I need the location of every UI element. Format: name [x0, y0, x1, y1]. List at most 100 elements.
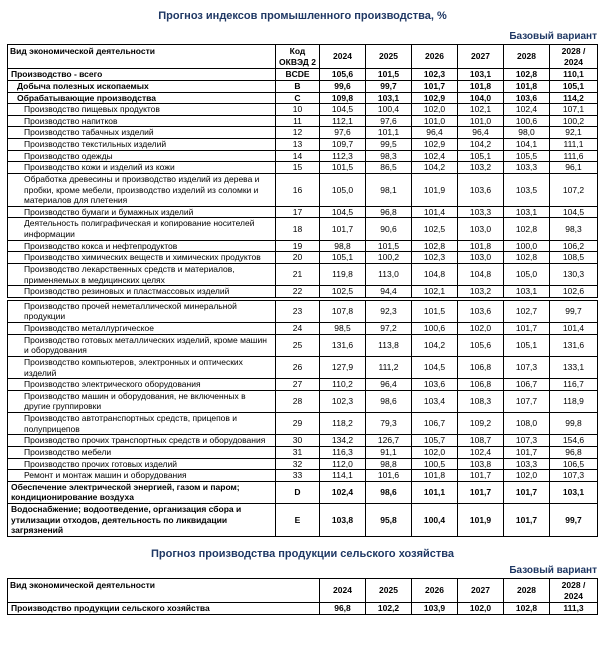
value-cell: 102,4: [319, 480, 366, 505]
value-cell: 107,1: [549, 103, 598, 116]
value-cell: 101,0: [411, 114, 458, 128]
value-cell: 112,1: [319, 114, 366, 128]
table-row: Производство напитков 11 112,1 97,6 101,0 101…: [7, 114, 598, 128]
activity-cell: Обрабатывающие производства: [7, 91, 276, 105]
value-cell: 101,7: [503, 322, 550, 335]
value-cell: 111,6: [549, 149, 598, 163]
value-cell: 104,8: [411, 262, 458, 287]
okved-code-cell: 22: [275, 285, 320, 300]
value-cell: 103,5: [503, 172, 550, 207]
value-cell: 102,1: [411, 285, 458, 300]
value-cell: 101,9: [411, 172, 458, 207]
value-cell: 101,6: [365, 469, 412, 482]
value-cell: 102,9: [411, 91, 458, 105]
value-cell: 96,8: [365, 205, 412, 219]
okved-code-cell: D: [275, 480, 320, 505]
activity-cell: Производство химических веществ и химиче…: [7, 251, 276, 264]
value-cell: 106,2: [549, 239, 598, 253]
okved-code-cell: 24: [275, 322, 320, 335]
value-cell: 101,4: [549, 322, 598, 335]
okved-code-cell: 18: [275, 217, 320, 241]
header-row: Вид экономической деятельности Код ОКВЭД…: [7, 43, 598, 70]
value-cell: 99,7: [549, 503, 598, 537]
activity-cell: Производство автотранспортных средств, п…: [7, 411, 276, 436]
value-cell: 102,8: [503, 251, 550, 264]
value-cell: 99,6: [319, 79, 366, 93]
table-row: Производство готовых металлических издел…: [7, 333, 598, 357]
value-cell: 101,7: [503, 445, 550, 459]
activity-cell: Производство бумаги и бумажных изделий: [7, 205, 276, 219]
activity-cell: Производство прочих транспортных средств…: [7, 434, 276, 447]
value-cell: 114,2: [549, 91, 598, 105]
value-cell: 98,8: [319, 239, 366, 253]
value-cell: 102,5: [411, 217, 458, 241]
value-cell: 103,3: [503, 161, 550, 174]
table-row: Производство химических веществ и химиче…: [7, 251, 598, 264]
value-cell: 108,3: [457, 389, 504, 414]
okved-code-cell: C: [275, 91, 320, 105]
value-cell: 105,1: [549, 79, 598, 93]
value-cell: 105,0: [319, 172, 366, 207]
value-cell: 102,0: [457, 602, 504, 615]
value-cell: 112,0: [319, 457, 366, 471]
year-column-header: 2028 / 2024: [549, 43, 598, 70]
value-cell: 101,9: [457, 503, 504, 537]
value-cell: 102,0: [503, 469, 550, 482]
table-row: Производство кожи и изделий из кожи 15 101…: [7, 161, 598, 174]
value-cell: 105,1: [319, 251, 366, 264]
value-cell: 105,1: [457, 149, 504, 163]
value-cell: 105,5: [503, 149, 550, 163]
value-cell: 105,7: [411, 434, 458, 447]
value-cell: 104,0: [457, 91, 504, 105]
value-cell: 101,1: [365, 126, 412, 139]
activity-cell: Ремонт и монтаж машин и оборудования: [7, 469, 276, 482]
value-cell: 95,8: [365, 503, 412, 537]
value-cell: 101,5: [319, 161, 366, 174]
value-cell: 116,3: [319, 445, 366, 459]
activity-cell: Производство металлургическое: [7, 322, 276, 335]
value-cell: 102,0: [411, 445, 458, 459]
value-cell: 113,0: [365, 262, 412, 287]
value-cell: 103,8: [457, 457, 504, 471]
value-cell: 103,4: [411, 389, 458, 414]
value-cell: 100,6: [503, 114, 550, 128]
value-cell: 98,1: [365, 172, 412, 207]
year-column-header: 2028 / 2024: [549, 577, 598, 604]
value-cell: 109,8: [319, 91, 366, 105]
value-cell: 101,7: [503, 503, 550, 537]
value-cell: 110,1: [549, 68, 598, 81]
activity-cell: Производство электрического оборудования: [7, 378, 276, 391]
value-cell: 154,6: [549, 434, 598, 447]
value-cell: 134,2: [319, 434, 366, 447]
activity-cell: Производство резиновых и пластмассовых и…: [7, 285, 276, 300]
agriculture-forecast-title: Прогноз производства продукции сельского…: [150, 547, 455, 560]
value-cell: 102,3: [319, 389, 366, 414]
year-column-header: 2027: [457, 43, 504, 70]
okved-code-cell: 10: [275, 103, 320, 116]
value-cell: 107,7: [503, 389, 550, 414]
value-cell: 107,8: [319, 296, 366, 323]
value-cell: 107,3: [503, 355, 550, 380]
value-cell: 103,6: [411, 378, 458, 391]
okved-code-cell: 30: [275, 434, 320, 447]
table-row: Производство мебели 31 116,3 91,1 102,0 102,4…: [7, 445, 598, 459]
value-cell: 101,8: [503, 79, 550, 93]
value-cell: 103,2: [457, 161, 504, 174]
activity-cell: Производство машин и оборудования, не вк…: [7, 389, 276, 414]
value-cell: 99,7: [549, 296, 598, 323]
okved-code-cell: 25: [275, 333, 320, 357]
value-cell: 100,5: [411, 457, 458, 471]
value-cell: 105,6: [457, 333, 504, 357]
year-column-header: 2028: [503, 577, 550, 604]
value-cell: 103,1: [503, 205, 550, 219]
value-cell: 118,9: [549, 389, 598, 414]
okved-code-cell: 21: [275, 262, 320, 287]
table-row: Производство прочих транспортных средств…: [7, 434, 598, 447]
activity-cell: Производство мебели: [7, 445, 276, 459]
okved-code-cell: B: [275, 79, 320, 93]
table-row: Производство одежды 14 112,3 98,3 102,4 105,1…: [7, 149, 598, 163]
table-row: Производство бумаги и бумажных изделий 17…: [7, 205, 598, 219]
table-row: Производство продукции сельского хозяйст…: [7, 602, 598, 615]
value-cell: 103,1: [365, 91, 412, 105]
value-cell: 102,8: [503, 217, 550, 241]
